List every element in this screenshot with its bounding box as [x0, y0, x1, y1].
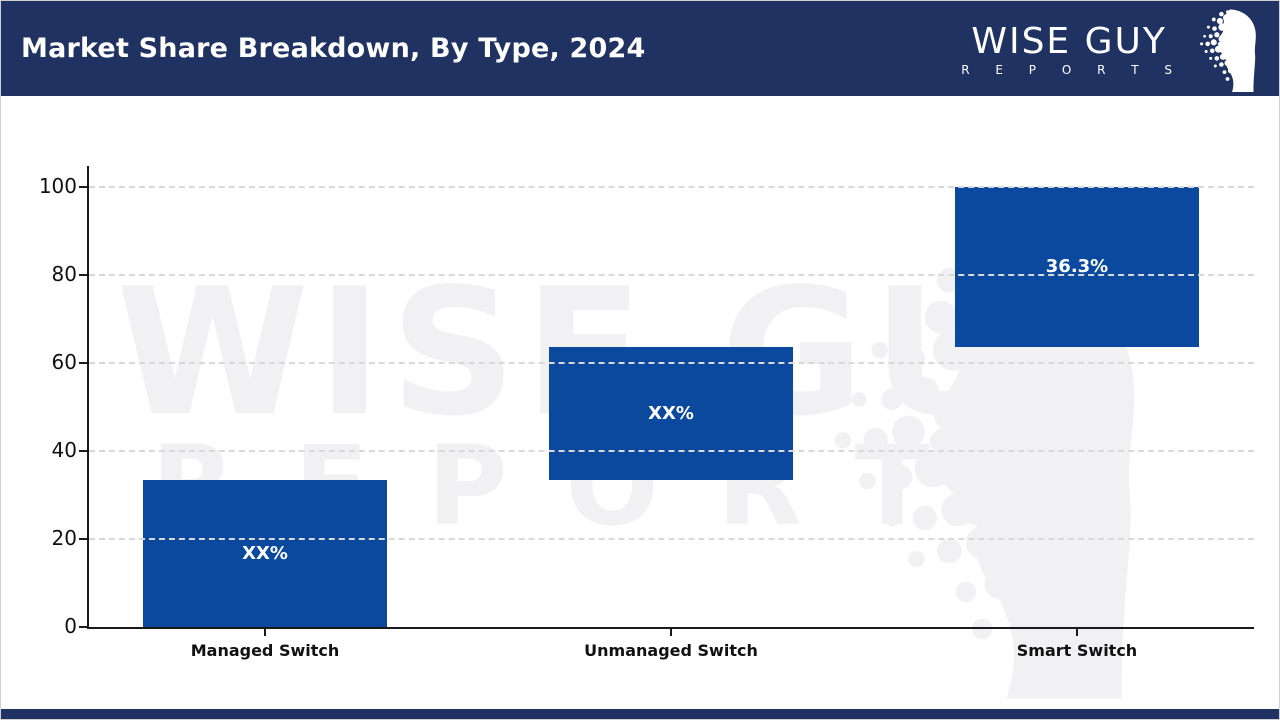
bar-managed-switch: XX% [143, 480, 387, 627]
x-category-label: Unmanaged Switch [584, 641, 758, 660]
y-tick-mark [79, 450, 87, 452]
y-tick-mark [79, 186, 87, 188]
bar-value-label: 36.3% [1045, 256, 1109, 278]
gridline-100 [89, 186, 1254, 188]
watermark-face-icon [834, 255, 1135, 699]
y-axis-spine [87, 166, 89, 629]
gridline-60 [89, 362, 1254, 364]
x-category-label: Managed Switch [190, 641, 340, 660]
bar-smart-switch: 36.3% [955, 187, 1199, 347]
logo-face-icon [1200, 9, 1256, 92]
y-tick-mark [79, 626, 87, 628]
gridline-40 [89, 450, 1254, 452]
y-tick-mark [79, 362, 87, 364]
page-title: Market Share Breakdown, By Type, 2024 [21, 33, 646, 64]
gridline-80 [89, 274, 1254, 276]
x-tick-mark [670, 628, 672, 636]
bar-value-label: XX% [648, 402, 694, 424]
bar-unmanaged-switch: XX% [549, 346, 793, 481]
logo-subtext: R E P O R T S [961, 62, 1183, 77]
gridline-20 [89, 538, 1254, 540]
header-bar: Market Share Breakdown, By Type, 2024 WI… [1, 1, 1279, 96]
y-tick-label: 60 [51, 350, 77, 374]
bar-value-label: XX% [242, 543, 288, 564]
y-tick-mark [79, 274, 87, 276]
y-tick-label: 20 [51, 526, 77, 550]
y-tick-label: 80 [51, 262, 77, 286]
x-tick-mark [264, 628, 266, 636]
x-axis-spine [87, 627, 1254, 629]
brand-logo: WISE GUY R E P O R T S [955, 7, 1267, 93]
y-tick-label: 100 [38, 174, 77, 198]
y-tick-label: 40 [51, 438, 77, 462]
logo-wordmark: WISE GUY [971, 21, 1167, 63]
footer-bar [1, 709, 1279, 719]
y-tick-label: 0 [64, 614, 77, 638]
x-category-label: Smart Switch [1016, 641, 1138, 660]
x-tick-mark [1076, 628, 1078, 636]
y-tick-mark [79, 538, 87, 540]
